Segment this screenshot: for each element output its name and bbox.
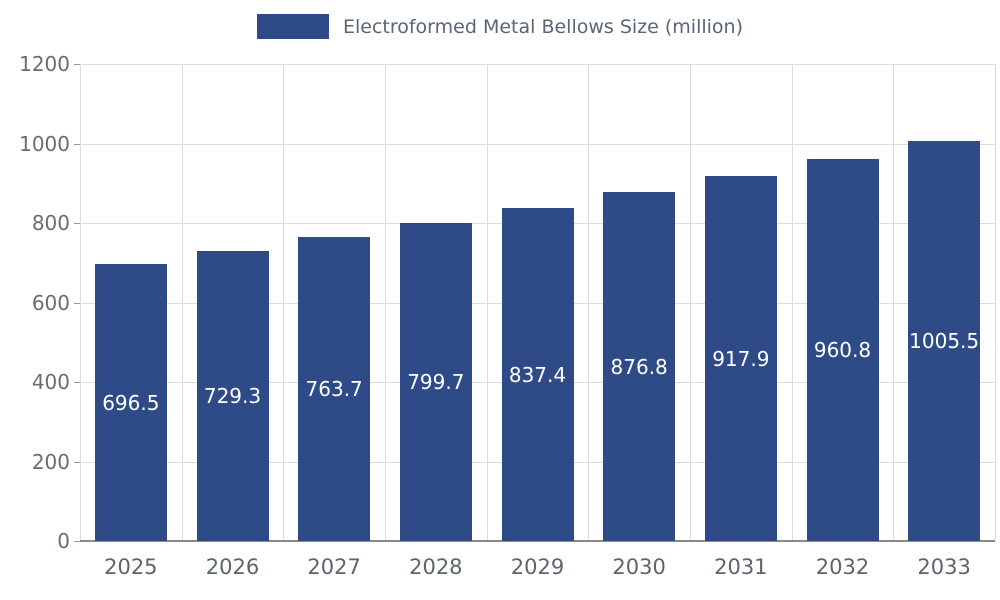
gridline-vertical xyxy=(80,64,81,541)
legend-swatch xyxy=(256,14,329,39)
gridline-horizontal xyxy=(80,143,995,145)
bar-2031 xyxy=(704,176,777,541)
bar-2032 xyxy=(806,159,879,541)
gridline-vertical xyxy=(791,64,793,541)
y-tick-label: 1200 xyxy=(19,52,70,76)
y-tick-mark xyxy=(74,64,80,65)
gridline-vertical xyxy=(690,64,691,541)
x-axis-line xyxy=(80,540,995,542)
y-tick-label: 1000 xyxy=(19,131,70,156)
bar-value-label: 1005.5 xyxy=(909,329,980,354)
gridline-vertical xyxy=(486,64,488,541)
gridline-horizontal xyxy=(80,64,995,65)
x-tick-label-2025: 2025 xyxy=(104,555,158,579)
bar-2026 xyxy=(196,251,269,541)
bar-value-label: 729.3 xyxy=(203,384,262,409)
y-tick-mark xyxy=(74,461,80,463)
bar-2027 xyxy=(298,237,371,541)
x-tick-label-2030: 2030 xyxy=(612,555,666,579)
legend[interactable]: Electroformed Metal Bellows Size (millio… xyxy=(0,14,1000,39)
bar-2029 xyxy=(501,208,574,541)
gridline-vertical xyxy=(995,64,996,541)
y-tick-mark xyxy=(74,223,80,224)
x-tick-label-2033: 2033 xyxy=(917,555,971,579)
y-tick-label: 0 xyxy=(57,529,70,553)
gridline-vertical xyxy=(385,64,386,541)
x-tick-label-2028: 2028 xyxy=(409,555,463,579)
bar-2030 xyxy=(603,192,676,541)
bar-value-label: 696.5 xyxy=(102,390,160,415)
y-tick-label: 600 xyxy=(31,290,70,315)
y-tick-mark xyxy=(74,143,80,145)
bar-value-label: 917.9 xyxy=(712,346,770,371)
bar-2025 xyxy=(94,264,167,541)
bar-value-label: 960.8 xyxy=(813,338,872,363)
gridline-vertical xyxy=(588,64,590,541)
gridline-vertical xyxy=(283,64,285,541)
bar-value-label: 876.8 xyxy=(610,354,668,379)
x-tick-label-2027: 2027 xyxy=(307,555,361,579)
y-tick-mark xyxy=(74,302,80,304)
y-tick-mark xyxy=(74,541,80,542)
gridline-vertical xyxy=(181,64,183,541)
gridline-vertical xyxy=(893,64,895,541)
y-tick-label: 400 xyxy=(31,370,70,394)
bar-2028 xyxy=(399,223,472,541)
x-tick-label-2031: 2031 xyxy=(714,555,768,579)
bar-value-label: 837.4 xyxy=(508,362,567,387)
bar-value-label: 799.7 xyxy=(407,370,465,395)
y-tick-label: 800 xyxy=(31,211,70,235)
x-tick-label-2032: 2032 xyxy=(815,555,870,579)
y-tick-label: 200 xyxy=(31,449,70,474)
plot-area: 696.5 729.3 763.7 799.7 837.4 876.8 917.9 960.8… xyxy=(80,64,996,542)
bar-2033 xyxy=(908,141,981,541)
x-tick-label-2029: 2029 xyxy=(510,555,565,579)
y-tick-mark xyxy=(74,382,80,383)
x-tick-label-2026: 2026 xyxy=(205,555,260,579)
bar-value-label: 763.7 xyxy=(305,377,363,402)
legend-label: Electroformed Metal Bellows Size (millio… xyxy=(342,15,743,38)
